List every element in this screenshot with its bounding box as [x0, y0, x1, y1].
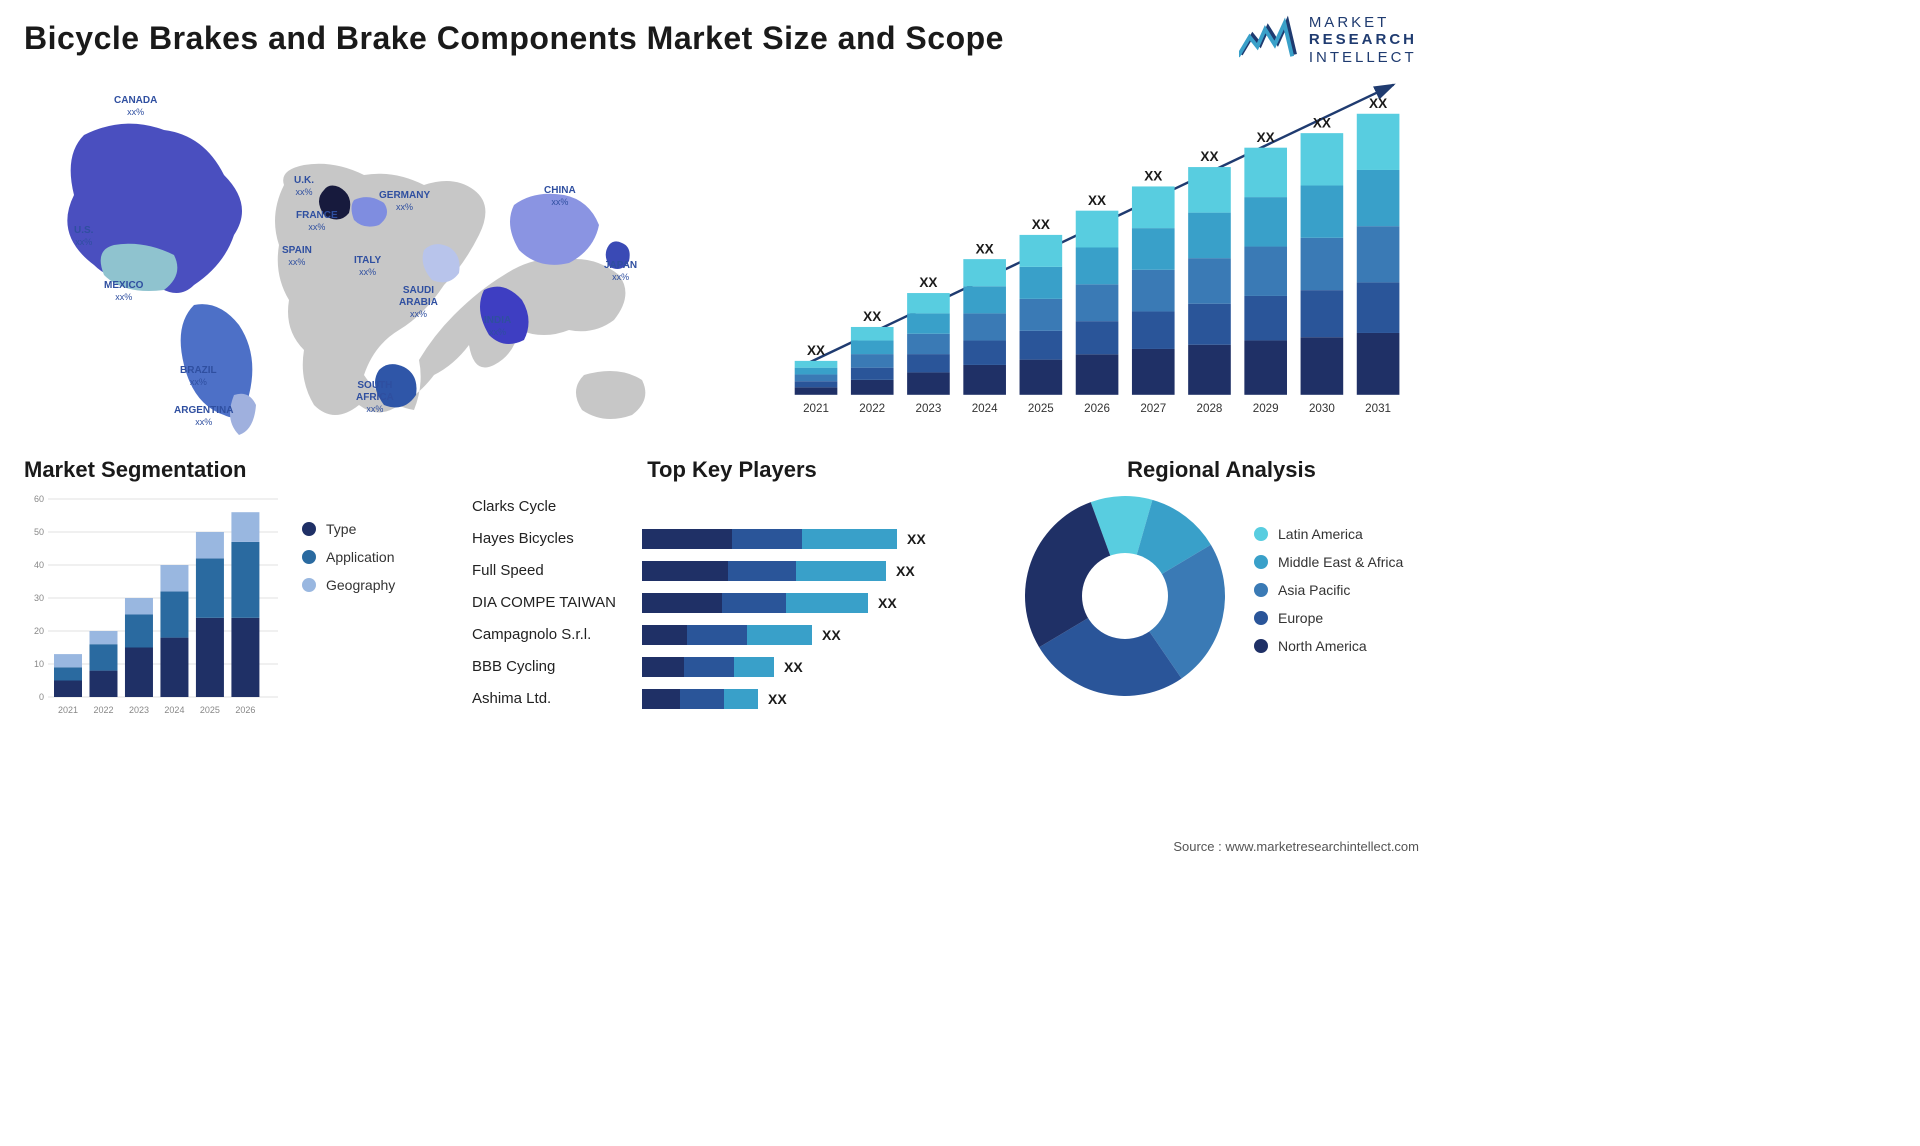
- map-label: FRANCExx%: [296, 210, 338, 233]
- svg-text:2025: 2025: [200, 705, 220, 715]
- svg-text:XX: XX: [919, 275, 937, 290]
- map-label: SAUDIARABIAxx%: [399, 285, 438, 320]
- svg-text:2028: 2028: [1197, 402, 1223, 415]
- logo-line3: INTELLECT: [1309, 49, 1417, 66]
- map-label: GERMANYxx%: [379, 190, 430, 213]
- player-label: Ashima Ltd.: [472, 683, 642, 715]
- svg-text:40: 40: [34, 560, 44, 570]
- map-label: U.K.xx%: [294, 175, 314, 198]
- svg-text:XX: XX: [768, 691, 787, 707]
- segmentation-title: Market Segmentation: [24, 457, 444, 483]
- svg-text:50: 50: [34, 527, 44, 537]
- player-label: Hayes Bicycles: [472, 523, 642, 555]
- regional-donut: [1020, 491, 1230, 701]
- svg-text:XX: XX: [1088, 193, 1106, 208]
- svg-text:XX: XX: [784, 659, 803, 675]
- player-label: DIA COMPE TAIWAN: [472, 587, 642, 619]
- svg-text:2022: 2022: [93, 705, 113, 715]
- legend-item: North America: [1254, 638, 1403, 654]
- player-label: Full Speed: [472, 555, 642, 587]
- infographic-page: Bicycle Brakes and Brake Components Mark…: [0, 0, 1447, 864]
- svg-text:2026: 2026: [1084, 402, 1110, 415]
- players-panel: Top Key Players Clarks CycleHayes Bicycl…: [472, 457, 992, 721]
- svg-text:XX: XX: [1032, 217, 1050, 232]
- brand-logo: MARKET RESEARCH INTELLECT: [1239, 14, 1417, 66]
- map-label: SPAINxx%: [282, 245, 312, 268]
- map-label: SOUTHAFRICAxx%: [356, 380, 394, 415]
- map-label: INDIAxx%: [484, 315, 511, 338]
- legend-item: Latin America: [1254, 526, 1403, 542]
- svg-text:2022: 2022: [859, 402, 885, 415]
- segmentation-chart: 0 10 20 30 40 50 60 2021 2022 2023 2024 2025 2026: [24, 491, 284, 721]
- svg-text:2021: 2021: [803, 402, 829, 415]
- svg-text:XX: XX: [822, 627, 841, 643]
- map-label: BRAZILxx%: [180, 365, 217, 388]
- logo-line2: RESEARCH: [1309, 31, 1417, 48]
- legend-item: Application: [302, 549, 395, 565]
- map-label: CANADAxx%: [114, 95, 157, 118]
- map-label: ITALYxx%: [354, 255, 381, 278]
- segmentation-legend: Type Application Geography: [302, 491, 395, 721]
- map-label: CHINAxx%: [544, 185, 576, 208]
- svg-text:2023: 2023: [916, 402, 942, 415]
- map-label: ARGENTINAxx%: [174, 405, 233, 428]
- svg-text:XX: XX: [807, 343, 825, 358]
- regional-panel: Regional Analysis Latin America Middle Ea…: [1020, 457, 1423, 721]
- svg-text:XX: XX: [896, 563, 915, 579]
- players-title: Top Key Players: [472, 457, 992, 483]
- legend-item: Geography: [302, 577, 395, 593]
- svg-text:XX: XX: [1200, 149, 1218, 164]
- map-label: U.S.xx%: [74, 225, 93, 248]
- svg-text:2025: 2025: [1028, 402, 1054, 415]
- segmentation-panel: Market Segmentation 0 10 20 30 40 50 60 2021 202…: [24, 457, 444, 721]
- svg-text:2030: 2030: [1309, 402, 1335, 415]
- svg-text:XX: XX: [863, 309, 881, 324]
- player-label: BBB Cycling: [472, 651, 642, 683]
- player-label: Clarks Cycle: [472, 491, 642, 523]
- forecast-chart-panel: XX 2021 XX 2022 XX 2023 XX 2024 XX 2025 XX 2026 XX 20…: [754, 75, 1423, 435]
- logo-text: MARKET RESEARCH INTELLECT: [1309, 14, 1417, 66]
- regional-legend: Latin America Middle East & Africa Asia Pa…: [1254, 526, 1403, 666]
- svg-text:2027: 2027: [1140, 402, 1166, 415]
- svg-text:XX: XX: [1144, 169, 1162, 184]
- legend-item: Europe: [1254, 610, 1403, 626]
- legend-item: Type: [302, 521, 395, 537]
- page-title: Bicycle Brakes and Brake Components Mark…: [24, 20, 1423, 57]
- svg-text:2021: 2021: [58, 705, 78, 715]
- map-label: JAPANxx%: [604, 260, 637, 283]
- legend-item: Asia Pacific: [1254, 582, 1403, 598]
- regional-title: Regional Analysis: [1020, 457, 1423, 483]
- svg-text:2026: 2026: [235, 705, 255, 715]
- svg-text:XX: XX: [907, 531, 926, 547]
- logo-mark-icon: [1239, 15, 1297, 64]
- svg-text:2029: 2029: [1253, 402, 1279, 415]
- svg-text:20: 20: [34, 626, 44, 636]
- players-chart: XX XX XX XX XX XX: [642, 491, 992, 715]
- svg-text:2024: 2024: [164, 705, 184, 715]
- svg-text:XX: XX: [976, 241, 994, 256]
- source-credit: Source : www.marketresearchintellect.com: [1173, 839, 1419, 854]
- svg-text:60: 60: [34, 494, 44, 504]
- players-labels: Clarks CycleHayes BicyclesFull SpeedDIA …: [472, 491, 642, 715]
- map-label: MEXICOxx%: [104, 280, 143, 303]
- top-row: CANADAxx% U.S.xx% MEXICOxx% BRAZILxx% ARGENT…: [24, 75, 1423, 435]
- svg-text:30: 30: [34, 593, 44, 603]
- world-map-panel: CANADAxx% U.S.xx% MEXICOxx% BRAZILxx% ARGENT…: [24, 75, 714, 435]
- svg-text:XX: XX: [1369, 96, 1387, 111]
- svg-text:2031: 2031: [1365, 402, 1391, 415]
- logo-line1: MARKET: [1309, 14, 1417, 31]
- forecast-chart: XX 2021 XX 2022 XX 2023 XX 2024 XX 2025 XX 2026 XX 20…: [754, 75, 1413, 424]
- svg-text:XX: XX: [1257, 130, 1275, 145]
- svg-text:XX: XX: [1313, 115, 1331, 130]
- svg-text:10: 10: [34, 659, 44, 669]
- svg-text:0: 0: [39, 692, 44, 702]
- bottom-row: Market Segmentation 0 10 20 30 40 50 60 2021 202…: [24, 457, 1423, 721]
- player-label: Campagnolo S.r.l.: [472, 619, 642, 651]
- legend-item: Middle East & Africa: [1254, 554, 1403, 570]
- svg-text:XX: XX: [878, 595, 897, 611]
- svg-text:2023: 2023: [129, 705, 149, 715]
- svg-text:2024: 2024: [972, 402, 998, 415]
